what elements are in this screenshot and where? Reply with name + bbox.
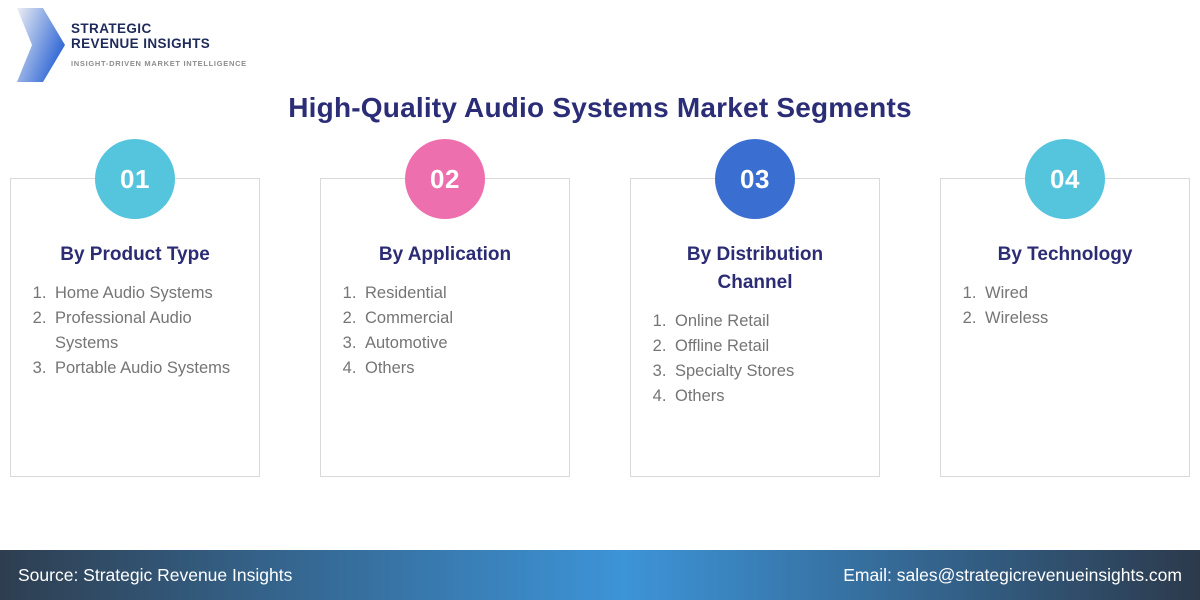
list-item: Portable Audio Systems (51, 356, 245, 381)
list-item: Automotive (361, 331, 555, 356)
badge-03: 03 (715, 139, 795, 219)
card-title: By Product Type (60, 244, 210, 265)
logo-name-line1: STRATEGIC (71, 21, 152, 36)
card-by-application: 02 By Application Residential Commercial… (320, 139, 570, 477)
list-item: Professional Audio Systems (51, 306, 245, 356)
company-logo: STRATEGIC REVENUE INSIGHTS INSIGHT-DRIVE… (17, 8, 247, 82)
footer-email: Email: sales@strategicrevenueinsights.co… (843, 564, 1182, 585)
card-title: By Distribution Channel (686, 244, 824, 293)
list-item: Wireless (981, 306, 1175, 331)
logo-text-block: STRATEGIC REVENUE INSIGHTS INSIGHT-DRIVE… (71, 8, 247, 68)
card-list: Home Audio Systems Professional Audio Sy… (11, 281, 245, 381)
list-item: Commercial (361, 306, 555, 331)
card-title: By Application (378, 244, 512, 265)
badge-04: 04 (1025, 139, 1105, 219)
list-item: Wired (981, 281, 1175, 306)
card-title: By Technology (997, 244, 1133, 265)
card-by-product-type: 01 By Product Type Home Audio Systems Pr… (10, 139, 260, 477)
list-item: Offline Retail (671, 334, 865, 359)
list-item: Others (671, 384, 865, 409)
logo-tagline: INSIGHT-DRIVEN MARKET INTELLIGENCE (71, 59, 247, 68)
card-list: Online Retail Offline Retail Specialty S… (631, 309, 865, 409)
list-item: Specialty Stores (671, 359, 865, 384)
badge-02: 02 (405, 139, 485, 219)
page-title: High-Quality Audio Systems Market Segmen… (288, 92, 912, 123)
card-by-technology: 04 By Technology Wired Wireless (940, 139, 1190, 477)
badge-01: 01 (95, 139, 175, 219)
card-by-distribution-channel: 03 By Distribution Channel Online Retail… (630, 139, 880, 477)
list-item: Others (361, 356, 555, 381)
card-list: Wired Wireless (941, 281, 1175, 331)
card-list: Residential Commercial Automotive Others (321, 281, 555, 381)
list-item: Residential (361, 281, 555, 306)
list-item: Online Retail (671, 309, 865, 334)
segment-cards: 01 By Product Type Home Audio Systems Pr… (10, 139, 1190, 477)
footer-bar: Source: Strategic Revenue Insights Email… (0, 550, 1200, 600)
footer-source: Source: Strategic Revenue Insights (18, 564, 293, 585)
list-item: Home Audio Systems (51, 281, 245, 306)
logo-name-line2: REVENUE INSIGHTS (71, 35, 211, 51)
chevron-right-icon (17, 8, 65, 82)
